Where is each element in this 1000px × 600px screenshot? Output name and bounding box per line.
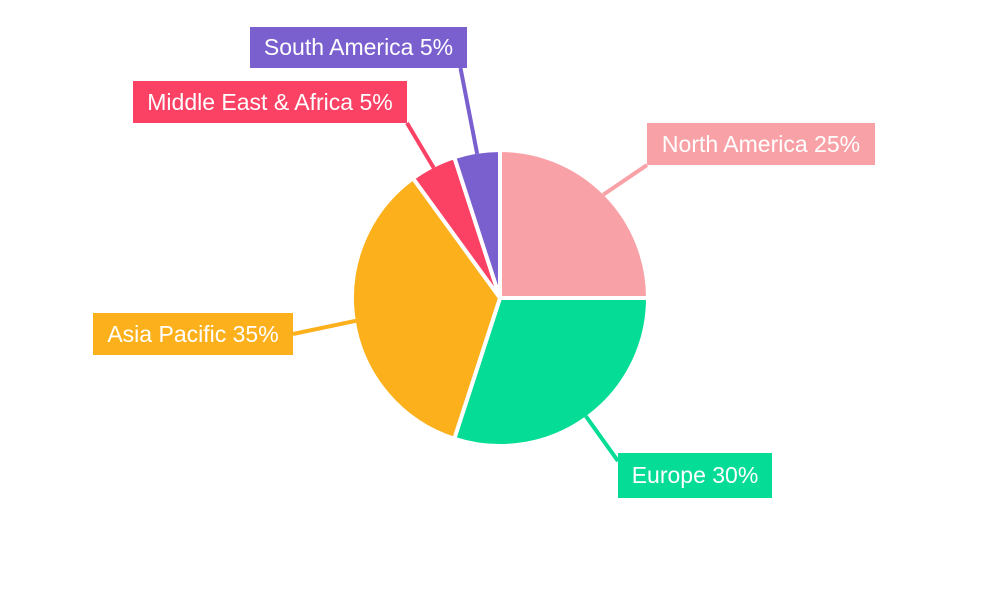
leader-line-europe [584, 414, 620, 463]
slice-label-europe: Europe 30% [618, 453, 772, 498]
slice-label-north-america: North America 25% [647, 123, 875, 165]
pie-slice-north-america[interactable] [498, 148, 650, 300]
leader-line-middle-east-africa [405, 121, 436, 169]
leader-line-asia-pacific [292, 318, 357, 336]
slice-label-south-america: South America 5% [250, 27, 467, 68]
slice-label-asia-pacific: Asia Pacific 35% [93, 313, 293, 355]
leader-line-south-america [458, 67, 480, 155]
slice-label-middle-east-africa: Middle East & Africa 5% [133, 81, 407, 123]
leader-line-north-america [602, 163, 649, 197]
